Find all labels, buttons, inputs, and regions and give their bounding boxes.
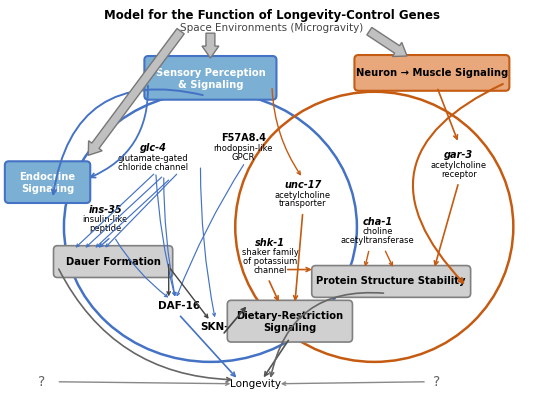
Text: DAF-16: DAF-16 [158, 301, 200, 311]
Text: glc-4: glc-4 [139, 143, 166, 153]
Text: Protein Structure Stability: Protein Structure Stability [317, 277, 466, 286]
Text: gar-3: gar-3 [444, 150, 473, 160]
Text: rhodopsin-like: rhodopsin-like [213, 144, 273, 153]
Text: F57A8.4: F57A8.4 [221, 133, 265, 143]
FancyBboxPatch shape [53, 246, 172, 277]
Text: ?: ? [433, 375, 441, 389]
Text: Space Environments (Microgravity): Space Environments (Microgravity) [181, 23, 363, 33]
Text: insulin-like: insulin-like [83, 215, 128, 224]
FancyBboxPatch shape [355, 55, 509, 91]
Text: channel: channel [254, 266, 287, 275]
Text: Longevity: Longevity [230, 379, 281, 389]
Text: cha-1: cha-1 [362, 217, 392, 227]
Text: ins-35: ins-35 [88, 205, 122, 215]
Text: shk-1: shk-1 [255, 238, 285, 248]
Text: Model for the Function of Longevity-Control Genes: Model for the Function of Longevity-Cont… [104, 9, 440, 22]
Text: unc-17: unc-17 [284, 180, 322, 190]
FancyBboxPatch shape [227, 301, 353, 342]
Text: transporter: transporter [279, 200, 326, 209]
Polygon shape [367, 28, 407, 57]
FancyBboxPatch shape [312, 266, 471, 297]
Text: shaker family: shaker family [242, 248, 299, 257]
Text: & Signaling: & Signaling [178, 80, 243, 90]
Text: receptor: receptor [441, 170, 477, 179]
Text: chloride channel: chloride channel [118, 163, 188, 172]
Polygon shape [88, 28, 184, 156]
Text: acetylcholine: acetylcholine [275, 190, 331, 200]
Text: SKN-1: SKN-1 [201, 322, 236, 332]
Text: choline: choline [362, 227, 393, 236]
Text: of potassium: of potassium [243, 257, 297, 266]
Text: glutamate-gated: glutamate-gated [118, 154, 188, 163]
Text: acetylcholine: acetylcholine [431, 161, 487, 170]
FancyBboxPatch shape [144, 56, 276, 100]
Text: Dietary-Restriction: Dietary-Restriction [236, 311, 343, 321]
Text: Endocrine: Endocrine [20, 172, 76, 182]
FancyBboxPatch shape [5, 161, 90, 203]
Text: Neuron → Muscle Signaling: Neuron → Muscle Signaling [356, 68, 508, 78]
Polygon shape [202, 33, 219, 58]
Text: Sensory Perception: Sensory Perception [156, 68, 265, 78]
Text: Signaling: Signaling [21, 184, 74, 194]
Text: ?: ? [38, 375, 45, 389]
Text: Dauer Formation: Dauer Formation [66, 257, 160, 266]
Text: GPCR: GPCR [232, 153, 255, 162]
Text: acetyltransferase: acetyltransferase [341, 236, 414, 245]
Text: peptide: peptide [89, 224, 121, 233]
Text: Signaling: Signaling [263, 323, 317, 333]
